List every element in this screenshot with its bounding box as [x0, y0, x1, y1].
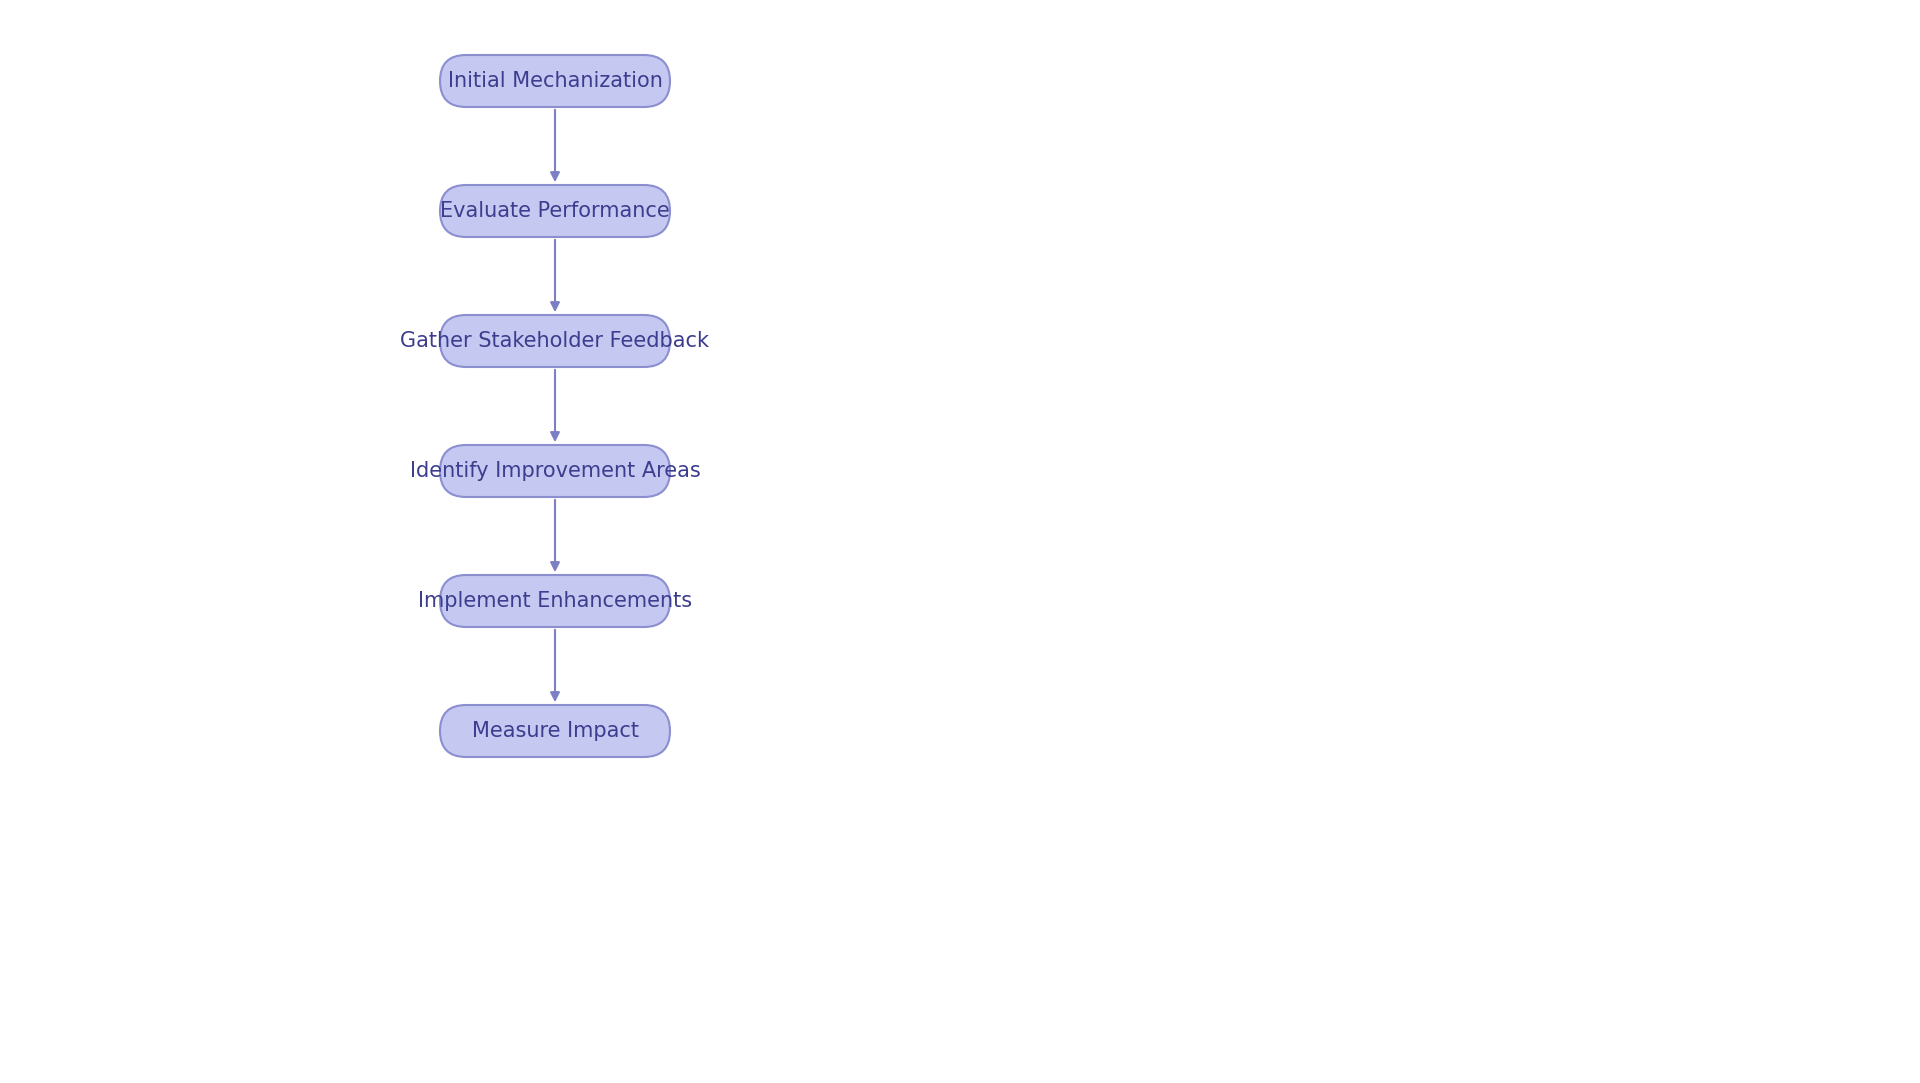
Text: Implement Enhancements: Implement Enhancements: [419, 591, 691, 611]
FancyBboxPatch shape: [440, 575, 670, 627]
Text: Initial Mechanization: Initial Mechanization: [447, 71, 662, 91]
Text: Evaluate Performance: Evaluate Performance: [440, 201, 670, 221]
FancyBboxPatch shape: [440, 185, 670, 237]
Text: Gather Stakeholder Feedback: Gather Stakeholder Feedback: [401, 331, 710, 351]
Text: Measure Impact: Measure Impact: [472, 721, 639, 741]
FancyBboxPatch shape: [440, 705, 670, 757]
Text: Identify Improvement Areas: Identify Improvement Areas: [409, 461, 701, 481]
FancyBboxPatch shape: [440, 445, 670, 497]
FancyBboxPatch shape: [440, 315, 670, 367]
FancyBboxPatch shape: [440, 55, 670, 107]
